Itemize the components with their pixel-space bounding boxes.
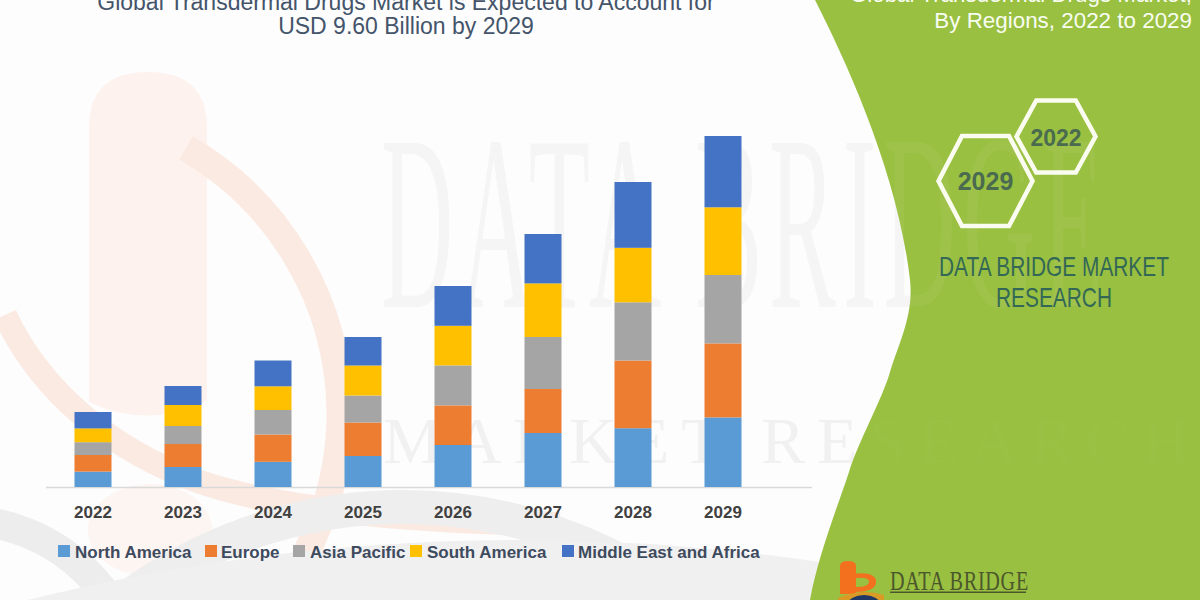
svg-text:DATA BRIDGE: DATA BRIDGE [890, 565, 1029, 596]
